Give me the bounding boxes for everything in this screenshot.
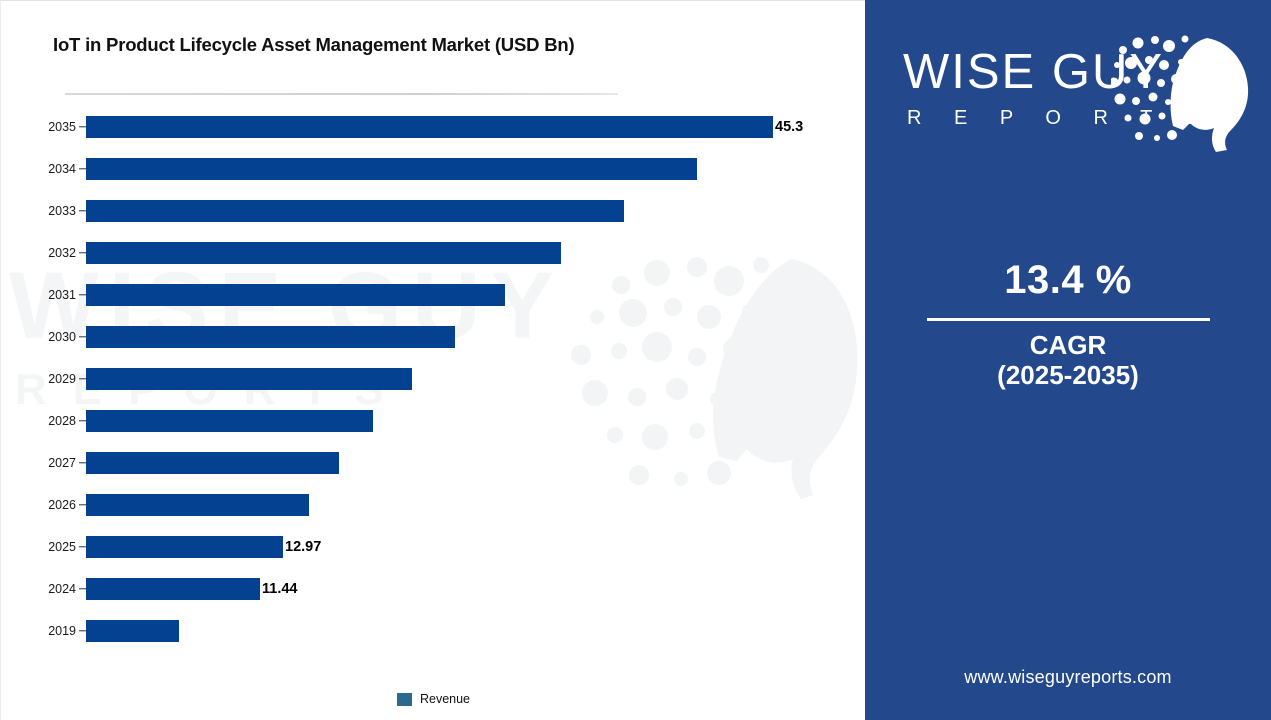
bar-value-label-2025: 12.97 (285, 539, 322, 555)
y-axis-label-2029: 2029 (48, 372, 76, 386)
y-axis-label-2025: 2025 (48, 540, 76, 554)
y-axis-label-2028: 2028 (48, 414, 76, 428)
bar-2028[interactable] (86, 410, 373, 432)
y-axis-tick-2025 (79, 546, 86, 548)
brand-panel: WISE GUY R E P O R T S (865, 0, 1271, 720)
bar-2035[interactable] (86, 116, 773, 138)
y-axis-label-2035: 2035 (48, 120, 76, 134)
bar-2019[interactable] (86, 620, 179, 642)
y-axis-label-2032: 2032 (48, 246, 76, 260)
bar-row-2031[interactable]: 2031 (1, 274, 865, 316)
y-axis-label-2019: 2019 (48, 624, 76, 638)
bar-row-2025[interactable]: 2025 12.97 (1, 526, 865, 568)
y-axis-label-2027: 2027 (48, 456, 76, 470)
y-axis-tick-2031 (79, 294, 86, 296)
y-axis-tick-2035 (79, 126, 86, 128)
bar-row-2030[interactable]: 2030 (1, 316, 865, 358)
y-axis-tick-2024 (79, 588, 86, 590)
y-axis-tick-2030 (79, 336, 86, 338)
y-axis-label-2024: 2024 (48, 582, 76, 596)
y-axis-tick-2028 (79, 420, 86, 422)
cagr-label: CAGR (1029, 330, 1107, 360)
legend-label-revenue: Revenue (419, 692, 471, 706)
logo-head-icon (1111, 35, 1249, 152)
y-axis-tick-2034 (79, 168, 86, 170)
y-axis-tick-2027 (79, 462, 86, 464)
y-axis-tick-2033 (79, 210, 86, 212)
y-axis-tick-2029 (79, 378, 86, 380)
y-axis-label-2033: 2033 (48, 204, 76, 218)
title-divider (65, 93, 618, 95)
bar-row-2028[interactable]: 2028 (1, 400, 865, 442)
chart-title: IoT in Product Lifecycle Asset Managemen… (53, 34, 575, 55)
logo-subtitle: R E P O R T S (907, 107, 1212, 129)
bar-row-2034[interactable]: 2034 (1, 148, 865, 190)
brand-logo[interactable]: WISE GUY R E P O R T S (901, 35, 1249, 153)
bar-value-label-2035: 45.3 (775, 119, 804, 135)
bar-2029[interactable] (86, 368, 412, 390)
cagr-block: 13.4 % CAGR (2025-2035) (865, 258, 1271, 391)
bar-2032[interactable] (86, 242, 561, 264)
bar-row-2024[interactable]: 2024 11.44 (1, 568, 865, 610)
bar-row-2019[interactable]: 2019 (1, 610, 865, 652)
y-axis-tick-2032 (79, 252, 86, 254)
bar-row-2035[interactable]: 2035 45.3 (1, 106, 865, 148)
cagr-period: (2025-2035) (997, 359, 1139, 390)
y-axis-label-2030: 2030 (48, 330, 76, 344)
bar-2024[interactable] (86, 578, 260, 600)
bar-2033[interactable] (86, 200, 624, 222)
plot-area: 2035 45.3 2034 2033 2032 (1, 106, 865, 666)
bar-2026[interactable] (86, 494, 309, 516)
y-axis-tick-2019 (79, 630, 86, 632)
legend-swatch-revenue (396, 692, 412, 706)
y-axis-label-2034: 2034 (48, 162, 76, 176)
bar-row-2032[interactable]: 2032 (1, 232, 865, 274)
bar-2030[interactable] (86, 326, 455, 348)
bar-2027[interactable] (86, 452, 339, 474)
bar-row-2033[interactable]: 2033 (1, 190, 865, 232)
y-axis-tick-2026 (79, 504, 86, 506)
y-axis-label-2031: 2031 (48, 288, 76, 302)
cagr-value: 13.4 % (1004, 258, 1132, 302)
logo-wordmark: WISE GUY (903, 45, 1165, 99)
cagr-divider (926, 318, 1210, 321)
bar-row-2029[interactable]: 2029 (1, 358, 865, 400)
bar-2031[interactable] (86, 284, 505, 306)
bar-value-label-2024: 11.44 (262, 581, 298, 597)
chart-legend[interactable]: Revenue (1, 692, 865, 706)
y-axis-label-2026: 2026 (48, 498, 76, 512)
bar-2034[interactable] (86, 158, 697, 180)
website-url[interactable]: www.wiseguyreports.com (964, 667, 1172, 687)
bar-2025[interactable] (86, 536, 283, 558)
bar-row-2026[interactable]: 2026 (1, 484, 865, 526)
bar-row-2027[interactable]: 2027 (1, 442, 865, 484)
